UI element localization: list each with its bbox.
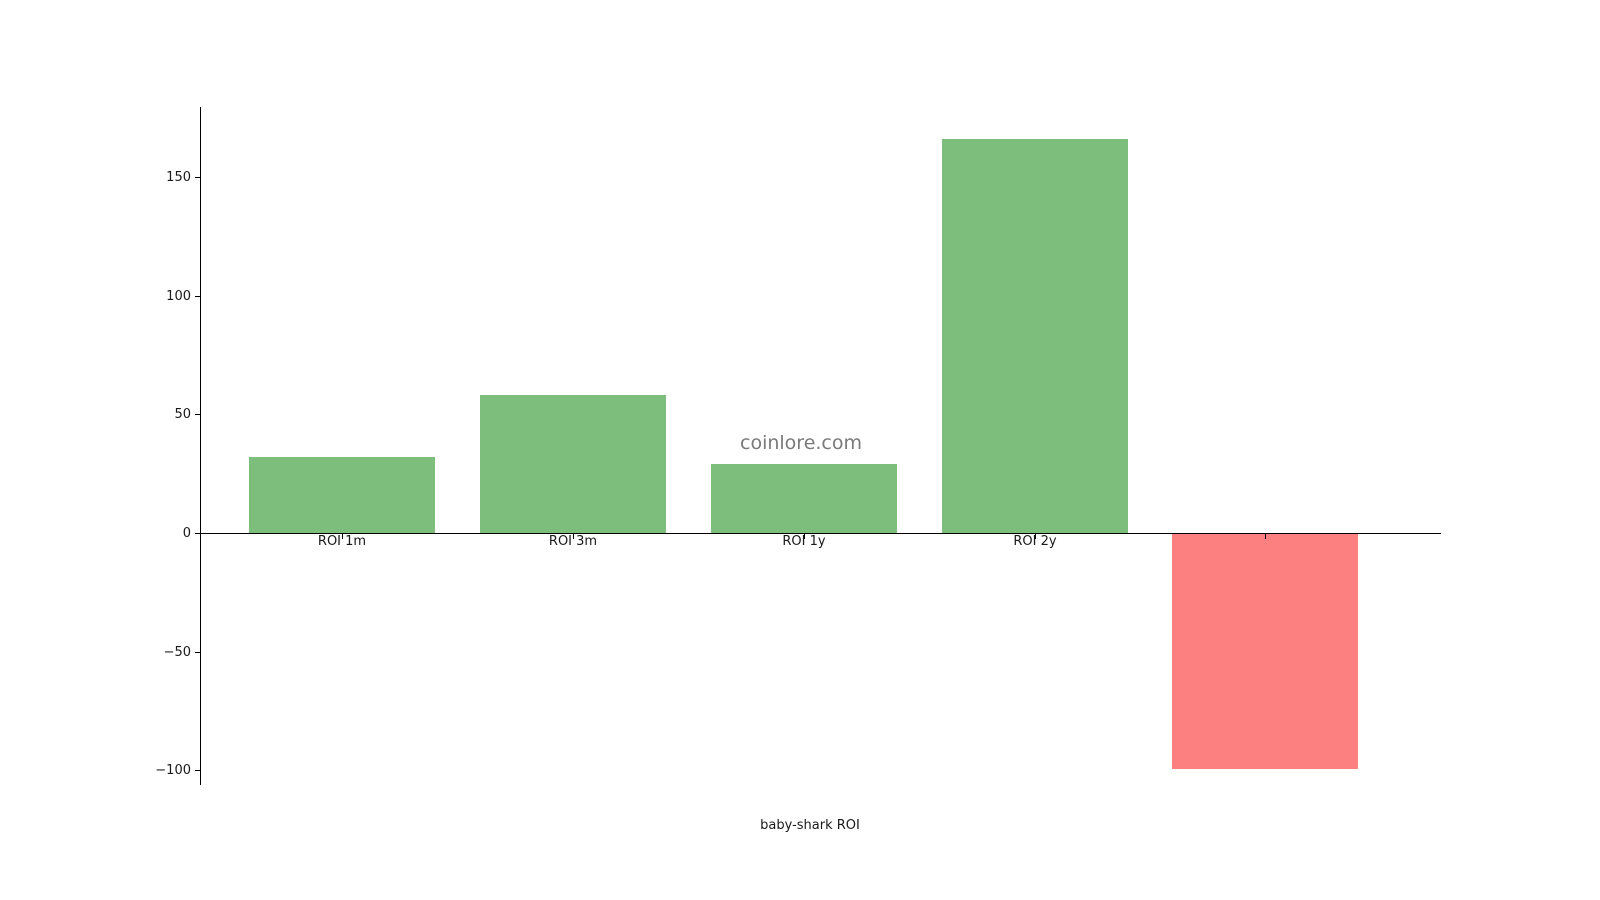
y-tick-mark	[195, 295, 200, 297]
bar-roi-1m	[249, 457, 435, 533]
x-tick-mark	[342, 533, 343, 539]
x-tick-mark	[804, 533, 805, 539]
y-tick-mark	[195, 651, 200, 653]
y-tick-mark	[195, 770, 200, 772]
bar-roi-2y	[942, 139, 1128, 533]
y-tick-mark	[195, 533, 200, 534]
watermark: coinlore.com	[740, 432, 862, 454]
x-tick-label: ROI 2y	[1013, 534, 1057, 549]
y-tick-label: 0	[182, 526, 191, 541]
x-tick-label: ROI 3m	[548, 534, 598, 549]
y-tick-label: 150	[166, 170, 191, 186]
chart-title: baby-shark ROI	[760, 818, 860, 833]
bar-roi-1y	[711, 464, 897, 533]
y-tick-mark	[195, 414, 200, 416]
bar-roi-3m	[480, 395, 666, 533]
y-tick-label: −100	[155, 763, 191, 779]
x-tick-label: ROI 1m	[317, 534, 367, 549]
x-axis-line	[200, 533, 1441, 534]
y-tick-label: 100	[166, 288, 191, 304]
x-tick-mark	[1035, 533, 1036, 539]
y-tick-label: 50	[174, 407, 191, 423]
x-tick-mark	[573, 533, 574, 539]
y-tick-mark	[195, 177, 200, 179]
bar-unlabeled	[1172, 534, 1358, 769]
y-tick-label: −50	[163, 644, 191, 660]
y-axis-spine	[200, 107, 201, 785]
x-tick-mark	[1265, 533, 1266, 539]
x-tick-label: ROI 1y	[782, 534, 826, 549]
